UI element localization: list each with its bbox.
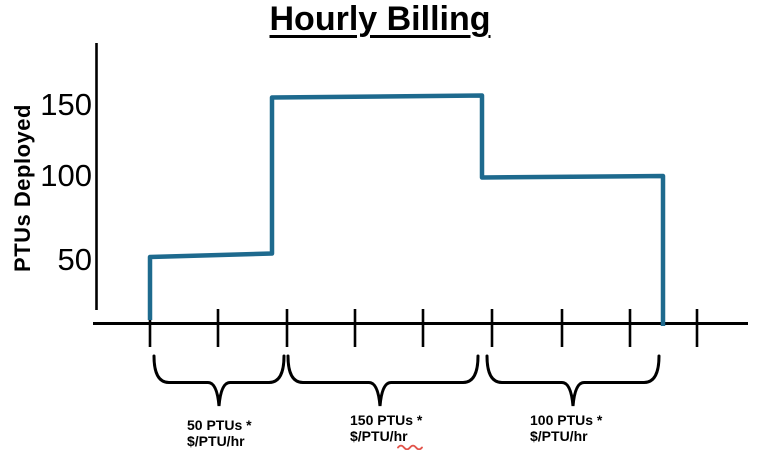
segment-label-ptus: 50 PTUs * xyxy=(187,417,252,433)
segment-label-150: 150 PTUs * $/PTU/hr xyxy=(350,412,422,444)
brace-segment-3 xyxy=(485,354,661,407)
y-tick-label-100: 100 xyxy=(40,158,92,193)
segment-label-ptus: 150 PTUs * xyxy=(350,412,423,428)
chart-title: Hourly Billing xyxy=(269,0,491,38)
y-tick-label-50: 50 xyxy=(57,242,92,277)
segment-label-rate: $/PTU/hr xyxy=(187,433,245,449)
segment-label-100: 100 PTUs * $/PTU/hr xyxy=(530,412,602,444)
spellcheck-squiggle-icon xyxy=(397,444,423,450)
usage-step-line xyxy=(147,93,666,326)
segment-braces xyxy=(152,354,661,407)
y-tick-label-150: 150 xyxy=(40,87,92,122)
segment-label-50: 50 PTUs * $/PTU/hr xyxy=(187,417,252,449)
x-axis-ticks xyxy=(148,309,699,347)
brace-segment-1 xyxy=(152,354,286,407)
brace-segment-2 xyxy=(286,354,480,407)
segment-label-ptus: 100 PTUs * xyxy=(530,412,603,428)
segment-label-rate: $/PTU/hr xyxy=(350,428,408,444)
segment-label-rate: $/PTU/hr xyxy=(530,428,588,444)
